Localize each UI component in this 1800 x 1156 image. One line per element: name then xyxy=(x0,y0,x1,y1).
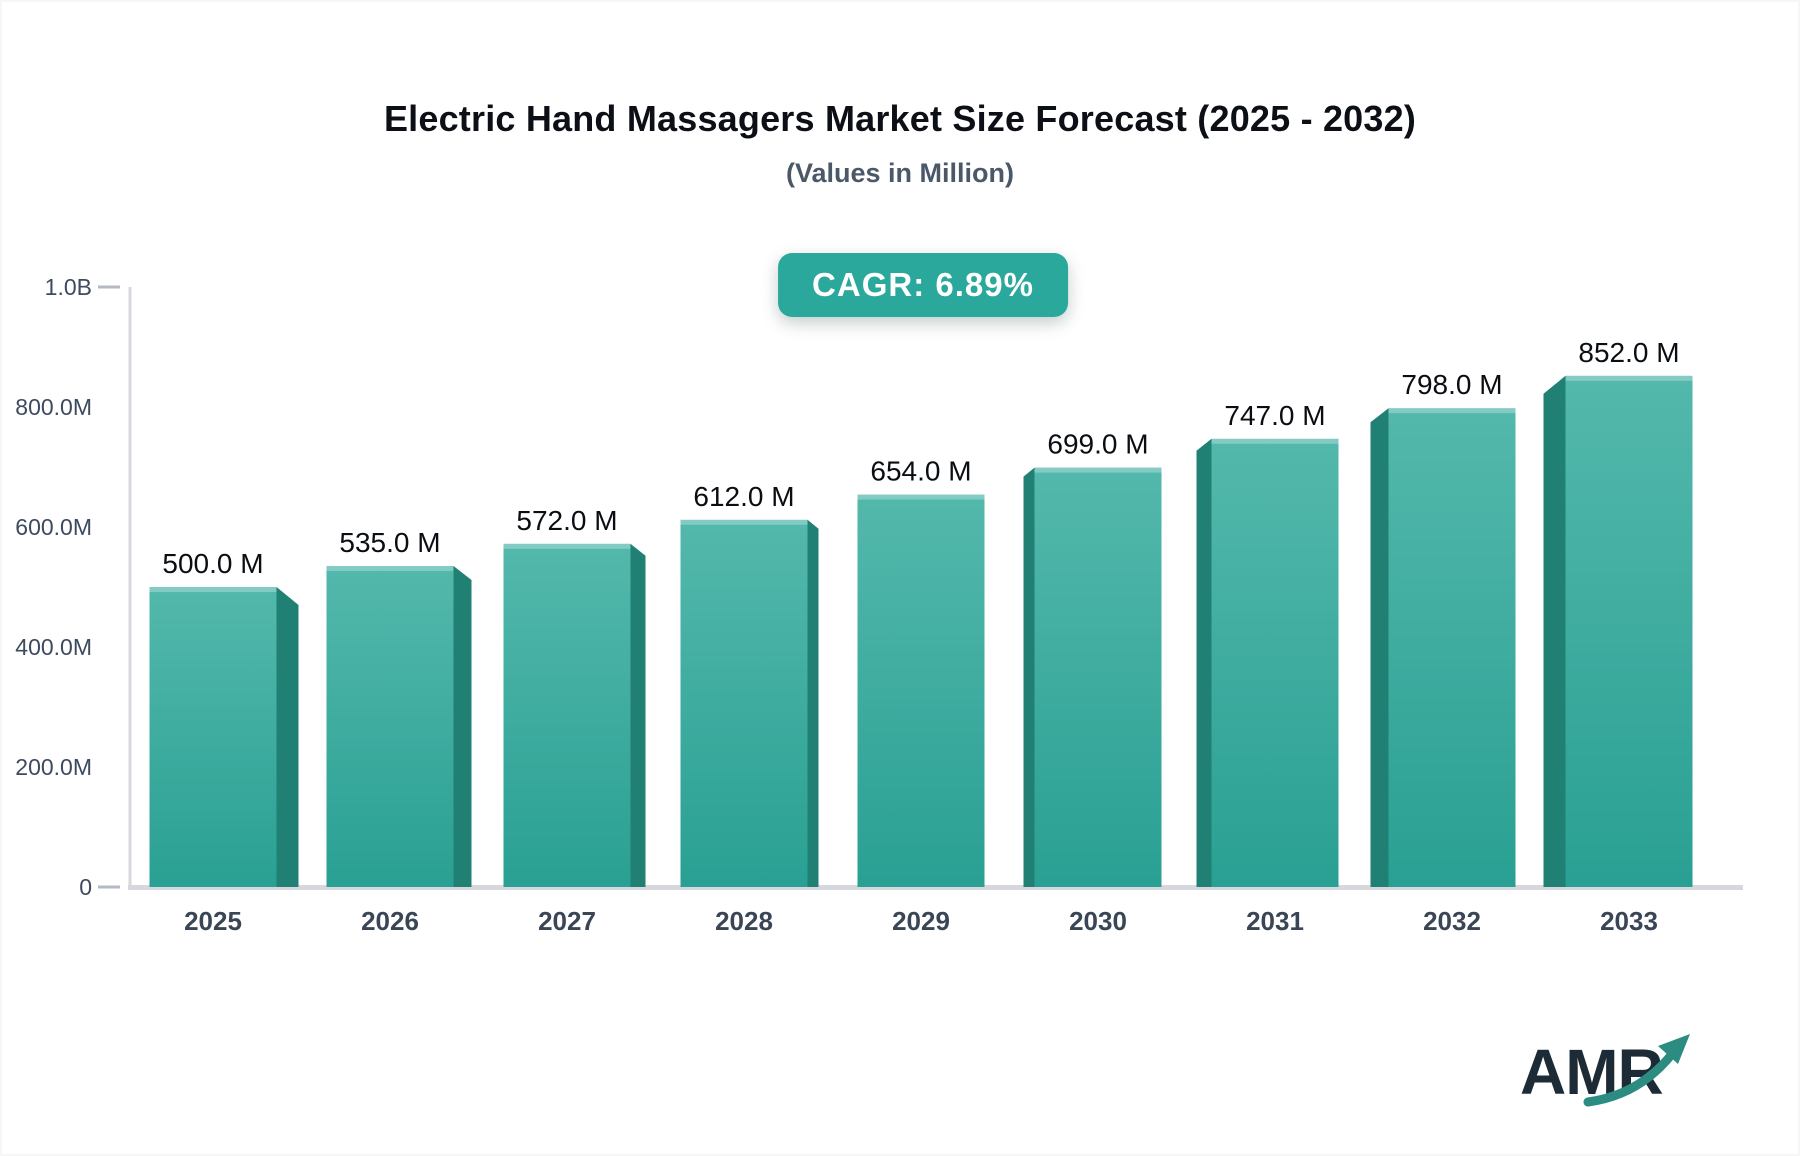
bar-2026 xyxy=(326,566,454,887)
bar-side-face xyxy=(1023,467,1035,887)
bar-value-label: 654.0 M xyxy=(870,456,971,487)
bar-value-label: 852.0 M xyxy=(1578,337,1679,368)
x-axis-label: 2032 xyxy=(1423,906,1481,936)
x-axis-label: 2033 xyxy=(1600,906,1658,936)
bar-top-highlight xyxy=(503,543,631,549)
chart-subtitle: (Values in Million) xyxy=(785,158,1015,188)
bar-side-face xyxy=(453,566,472,887)
bar-value-label: 798.0 M xyxy=(1401,369,1502,400)
amr-logo: AMR xyxy=(1520,1034,1690,1108)
bar-2028 xyxy=(680,519,808,887)
bar-top-highlight xyxy=(857,494,985,500)
bar-2030 xyxy=(1034,467,1162,887)
bar-value-label: 747.0 M xyxy=(1224,400,1325,431)
bar-value-label: 535.0 M xyxy=(339,527,440,558)
bar-side-face xyxy=(630,543,646,887)
y-axis-tick xyxy=(98,885,120,889)
chart-title: Electric Hand Massagers Market Size Fore… xyxy=(383,98,1417,139)
cagr-badge: CAGR: 6.89% xyxy=(778,253,1068,317)
bar-top-highlight xyxy=(149,587,277,592)
bar-2025 xyxy=(149,587,277,887)
bar-side-face xyxy=(276,587,299,887)
bar-value-label: 699.0 M xyxy=(1047,429,1148,460)
bar-top-highlight xyxy=(1565,375,1693,381)
bar-side-face xyxy=(1196,438,1212,887)
bar-2029 xyxy=(857,494,985,887)
bar-2033 xyxy=(1565,375,1693,887)
bar-side-face xyxy=(1370,408,1389,887)
bar-value-label: 500.0 M xyxy=(162,548,263,579)
bar-top-highlight xyxy=(1388,408,1516,414)
y-axis-label: 200.0M xyxy=(15,754,92,780)
bar-2032 xyxy=(1388,408,1516,887)
logo-arrow-head-icon xyxy=(1658,1034,1690,1064)
y-axis-label: 0 xyxy=(79,874,92,900)
bar-2031 xyxy=(1211,438,1339,887)
x-axis-label: 2026 xyxy=(361,906,419,936)
bar-side-face xyxy=(807,519,819,887)
x-axis-line xyxy=(128,885,1743,890)
x-axis-label: 2029 xyxy=(892,906,950,936)
y-axis-label: 800.0M xyxy=(15,394,92,420)
bar-top-highlight xyxy=(326,566,454,571)
x-axis-label: 2025 xyxy=(184,906,242,936)
bar-top-highlight xyxy=(1211,438,1339,444)
logo-text: AMR xyxy=(1520,1036,1663,1108)
y-axis-label: 400.0M xyxy=(15,634,92,660)
bar-top-highlight xyxy=(680,519,808,525)
bar-top-highlight xyxy=(1034,467,1162,473)
y-axis-label: 1.0B xyxy=(45,274,92,300)
logo-arrow-swoosh-icon xyxy=(1583,1049,1677,1107)
bar-value-label: 612.0 M xyxy=(693,481,794,512)
y-axis-tick xyxy=(98,285,120,289)
y-axis-label: 600.0M xyxy=(15,514,92,540)
x-axis-label: 2031 xyxy=(1246,906,1304,936)
bar-2027 xyxy=(503,543,631,887)
x-axis-label: 2028 xyxy=(715,906,773,936)
bar-side-face xyxy=(1543,375,1566,887)
bar-value-label: 572.0 M xyxy=(516,505,617,536)
x-axis-label: 2030 xyxy=(1069,906,1127,936)
x-axis-label: 2027 xyxy=(538,906,596,936)
